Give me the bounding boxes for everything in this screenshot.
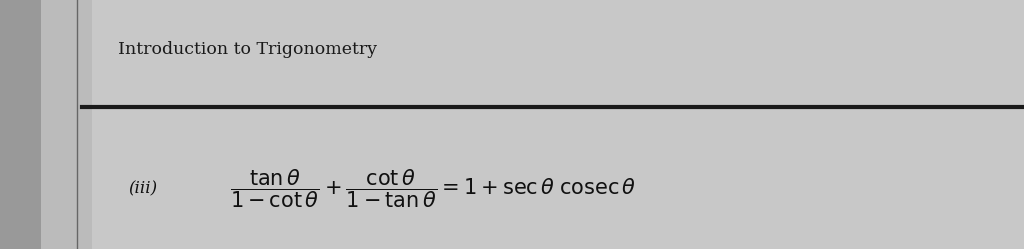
Text: Introduction to Trigonometry: Introduction to Trigonometry (118, 41, 377, 58)
FancyBboxPatch shape (0, 0, 41, 249)
Text: (iii): (iii) (128, 181, 157, 198)
Text: $\dfrac{\tan\theta}{1-\cot\theta}+\dfrac{\cot\theta}{1-\tan\theta}=1+\sec\theta\: $\dfrac{\tan\theta}{1-\cot\theta}+\dfrac… (230, 168, 637, 210)
FancyBboxPatch shape (41, 0, 92, 249)
